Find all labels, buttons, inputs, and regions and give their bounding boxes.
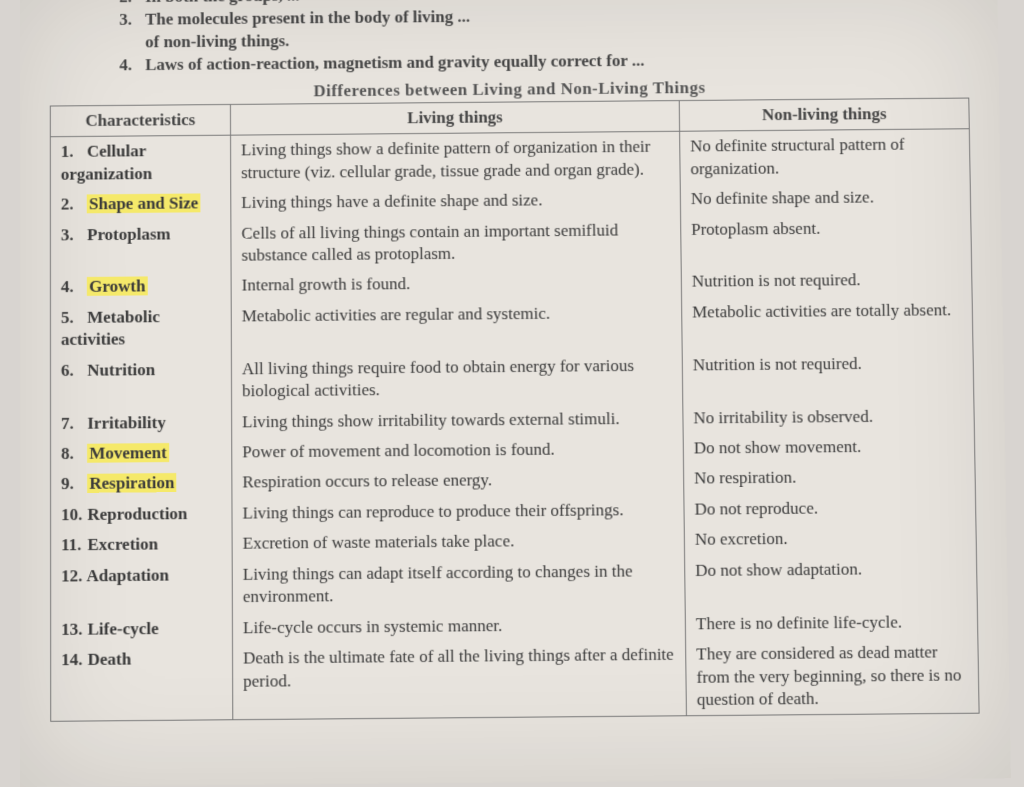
row-label-cell: 1. Cellular organization xyxy=(50,135,230,190)
row-nonliving-cell: They are considered as dead matter from … xyxy=(686,637,980,716)
row-label-cell: 14. Death xyxy=(51,644,233,722)
row-label-cell: 3. Protoplasm xyxy=(50,219,231,273)
row-label-cell: 6. Nutrition xyxy=(50,354,231,408)
row-nonliving-cell: Do not show movement. xyxy=(683,431,975,464)
row-label-cell: 7. Irritability xyxy=(51,407,232,439)
row-living-cell: Death is the ultimate fate of all the li… xyxy=(232,640,686,721)
row-nonliving-cell: No definite structural pattern of organi… xyxy=(680,129,971,184)
row-label-cell: 5. Metabolic activities xyxy=(50,301,231,355)
row-nonliving-cell: Nutrition is not required. xyxy=(681,265,972,298)
row-nonliving-cell: Metabolic activities are totally absent. xyxy=(682,295,973,350)
row-living-cell: Living things have a definite shape and … xyxy=(231,184,681,218)
row-living-cell: Life-cycle occurs in systemic manner. xyxy=(232,609,685,644)
row-nonliving-cell: No definite shape and size. xyxy=(680,182,970,215)
header-characteristics: Characteristics xyxy=(50,104,230,137)
row-living-cell: Excretion of waste materials take place. xyxy=(232,525,685,560)
intro-list: 2.In both the groups, ... 3.The molecule… xyxy=(50,0,969,78)
header-living: Living things xyxy=(230,100,679,135)
row-living-cell: Living things show irritability towards … xyxy=(232,403,684,437)
row-nonliving-cell: Do not show adaptation. xyxy=(685,553,978,609)
row-nonliving-cell: Nutrition is not required. xyxy=(682,348,974,403)
row-nonliving-cell: No excretion. xyxy=(684,523,976,556)
page: 2.In both the groups, ... 3.The molecule… xyxy=(20,0,1011,787)
row-living-cell: Living things show a definite pattern of… xyxy=(231,131,681,188)
row-living-cell: Internal growth is found. xyxy=(231,267,681,301)
table-row: 12. AdaptationLiving things can adapt it… xyxy=(51,553,978,614)
row-label-cell: 9. Respiration xyxy=(51,468,232,500)
row-living-cell: Respiration occurs to release energy. xyxy=(232,464,684,498)
row-nonliving-cell: No respiration. xyxy=(683,461,975,494)
row-living-cell: Power of movement and locomotion is foun… xyxy=(232,434,684,468)
row-living-cell: All living things require food to obtain… xyxy=(231,350,682,407)
table-row: 1. Cellular organizationLiving things sh… xyxy=(50,129,970,190)
row-nonliving-cell: There is no definite life-cycle. xyxy=(685,606,978,639)
row-label-cell: 4. Growth xyxy=(50,271,231,303)
row-living-cell: Metabolic activities are regular and sys… xyxy=(231,297,682,354)
row-nonliving-cell: Do not reproduce. xyxy=(684,492,976,525)
row-label-cell: 13. Life-cycle xyxy=(51,613,233,645)
table-row: 5. Metabolic activitiesMetabolic activit… xyxy=(50,295,973,356)
row-label-cell: 11. Excretion xyxy=(51,529,233,561)
row-nonliving-cell: No irritability is observed. xyxy=(683,401,975,434)
row-nonliving-cell: Protoplasm absent. xyxy=(681,212,972,267)
row-label-cell: 2. Shape and Size xyxy=(50,188,231,220)
table-row: 6. NutritionAll living things require fo… xyxy=(50,348,973,409)
differences-table: Characteristics Living things Non-living… xyxy=(50,97,980,722)
row-living-cell: Living things can reproduce to produce t… xyxy=(232,495,684,530)
row-label-cell: 8. Movement xyxy=(51,437,232,469)
table-row: 3. ProtoplasmCells of all living things … xyxy=(50,212,971,273)
row-living-cell: Cells of all living things contain an im… xyxy=(231,215,681,272)
table-row: 14. DeathDeath is the ultimate fate of a… xyxy=(51,637,979,722)
header-nonliving: Non-living things xyxy=(679,98,969,132)
row-label-cell: 10. Reproduction xyxy=(51,498,232,530)
row-label-cell: 12. Adaptation xyxy=(51,560,233,615)
row-living-cell: Living things can adapt itself according… xyxy=(232,556,685,613)
